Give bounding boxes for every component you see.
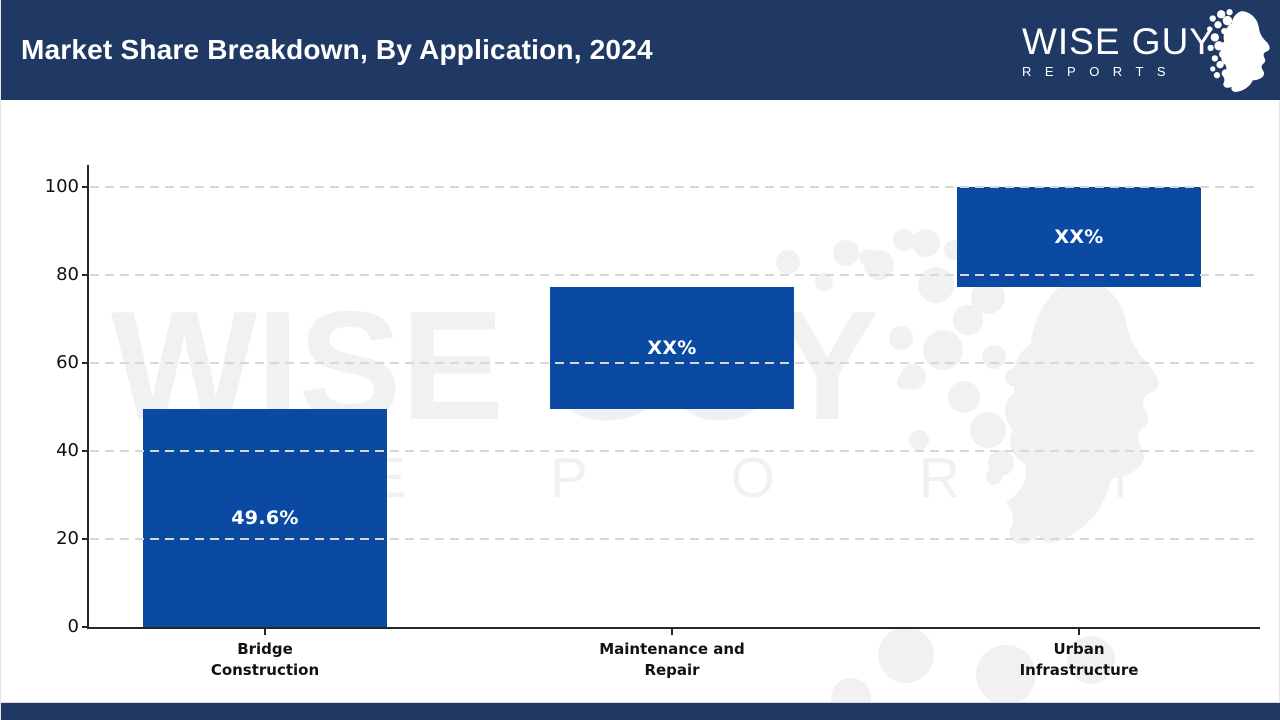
y-axis-tick xyxy=(82,362,89,364)
x-category-label: Urban Infrastructure xyxy=(1019,640,1139,679)
brand-head-icon xyxy=(1206,9,1270,92)
brand-logo-text: WISE GUY REPORTS xyxy=(1022,23,1215,78)
watermark-head-icon xyxy=(776,229,1159,718)
gridline xyxy=(90,450,1260,452)
y-axis-tick xyxy=(82,626,89,628)
header-bar: Market Share Breakdown, By Application, … xyxy=(1,0,1280,100)
gridline xyxy=(90,186,1260,188)
y-axis-tick xyxy=(82,274,89,276)
gridline xyxy=(90,538,1260,540)
x-axis-tick xyxy=(264,628,266,635)
gridline xyxy=(90,274,1260,276)
y-axis-tick-label: 100 xyxy=(44,176,79,197)
y-axis-tick-label: 40 xyxy=(56,440,79,461)
y-axis-tick xyxy=(82,186,89,188)
brand-name: WISE GUY xyxy=(1021,20,1215,62)
page-title: Market Share Breakdown, By Application, … xyxy=(21,34,653,65)
x-category-label: Bridge Construction xyxy=(210,640,320,679)
brand-logo: WISE GUY REPORTS xyxy=(1022,8,1275,92)
x-axis-tick xyxy=(671,628,673,635)
x-axis xyxy=(87,627,1260,629)
x-axis-tick xyxy=(1078,628,1080,635)
y-axis-tick xyxy=(82,450,89,452)
bar-value-label: XX% xyxy=(647,336,697,359)
y-axis-tick-label: 20 xyxy=(56,528,79,549)
bar-segment: XX% xyxy=(550,286,794,409)
bar-segment: XX% xyxy=(957,187,1201,287)
y-axis-tick-label: 60 xyxy=(56,352,79,373)
bar-segment: 49.6% xyxy=(143,408,387,627)
footer-bar xyxy=(1,702,1280,720)
y-axis xyxy=(87,165,89,629)
y-axis-tick-label: 0 xyxy=(67,616,79,637)
y-axis-tick-label: 80 xyxy=(56,264,79,285)
bar-value-label: XX% xyxy=(1054,225,1104,248)
bar-value-label: 49.6% xyxy=(231,506,299,529)
gridline xyxy=(90,362,1260,364)
brand-subtitle: REPORTS xyxy=(1021,63,1180,79)
x-category-label: Maintenance and Repair xyxy=(599,640,745,679)
y-axis-tick xyxy=(82,538,89,540)
